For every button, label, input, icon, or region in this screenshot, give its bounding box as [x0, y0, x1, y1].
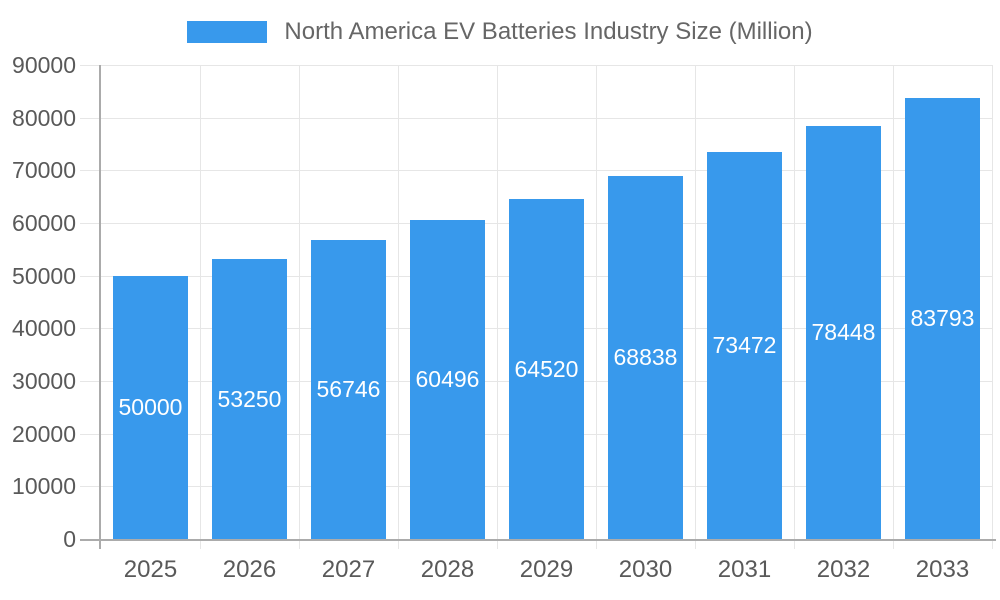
y-axis-label: 90000 [12, 52, 76, 78]
y-axis-tick [80, 223, 101, 224]
y-axis-tick [80, 328, 101, 329]
x-axis-label: 2025 [123, 556, 178, 583]
bar-value-label: 64520 [514, 355, 579, 382]
bar-value-label: 73472 [712, 332, 777, 358]
plot-area: 50000 53250 56746 60496 64520 68838 73472 78448… [101, 65, 993, 549]
x-axis-label: 2033 [915, 556, 970, 583]
y-axis-tick [80, 170, 101, 171]
legend-label: North America EV Batteries Industry Size… [284, 18, 813, 45]
bar-value-label: 50000 [118, 394, 183, 420]
chart-legend[interactable]: North America EV Batteries Industry Size… [0, 10, 1000, 54]
h-gridline [101, 65, 992, 66]
bar[interactable]: 56746 [311, 240, 386, 539]
bar-value-label: 78448 [811, 319, 876, 345]
y-axis-label: 10000 [12, 473, 76, 499]
bar[interactable]: 78448 [806, 126, 881, 539]
v-gridline [893, 65, 894, 549]
v-gridline [992, 65, 993, 549]
legend-color-swatch [187, 21, 268, 43]
bar-value-label: 60496 [415, 366, 480, 392]
y-axis-line [99, 65, 101, 549]
x-axis-label: 2026 [222, 556, 277, 583]
x-axis-label: 2031 [717, 556, 772, 583]
x-axis-label: 2027 [321, 556, 376, 583]
bar[interactable]: 73472 [707, 152, 782, 539]
v-gridline [596, 65, 597, 549]
bar[interactable]: 64520 [509, 199, 584, 539]
y-axis-tick [80, 65, 101, 66]
bar[interactable]: 60496 [410, 220, 485, 539]
v-gridline [398, 65, 399, 549]
y-axis-tick [80, 381, 101, 382]
v-gridline [299, 65, 300, 549]
v-gridline [497, 65, 498, 549]
y-axis-label: 20000 [12, 421, 76, 447]
y-axis-tick [80, 486, 101, 487]
v-gridline [695, 65, 696, 549]
v-gridline [200, 65, 201, 549]
y-axis-label: 50000 [12, 263, 76, 289]
bar-value-label: 83793 [910, 305, 975, 331]
y-axis-tick [80, 276, 101, 277]
y-axis-tick [80, 434, 101, 435]
h-gridline [101, 118, 992, 119]
y-axis-label: 40000 [12, 315, 76, 341]
bar-value-label: 56746 [316, 376, 381, 402]
v-gridline [794, 65, 795, 549]
y-axis-tick [80, 118, 101, 119]
x-axis-label: 2029 [519, 556, 574, 583]
y-axis-label: 0 [63, 526, 76, 552]
y-axis-label: 30000 [12, 368, 76, 394]
bar[interactable]: 83793 [905, 98, 980, 539]
bar-value-label: 53250 [217, 385, 282, 412]
h-gridline [101, 170, 992, 171]
bar[interactable]: 50000 [113, 276, 188, 539]
x-axis-label: 2030 [618, 556, 673, 583]
bar[interactable]: 68838 [608, 176, 683, 539]
y-axis-label: 60000 [12, 210, 76, 236]
x-axis-line [80, 539, 996, 541]
bar-value-label: 68838 [613, 344, 678, 370]
x-axis-label: 2032 [816, 556, 871, 583]
bar[interactable]: 53250 [212, 259, 287, 539]
x-axis-label: 2028 [420, 556, 475, 583]
y-axis-label: 70000 [12, 157, 76, 183]
y-axis-label: 80000 [12, 105, 76, 131]
